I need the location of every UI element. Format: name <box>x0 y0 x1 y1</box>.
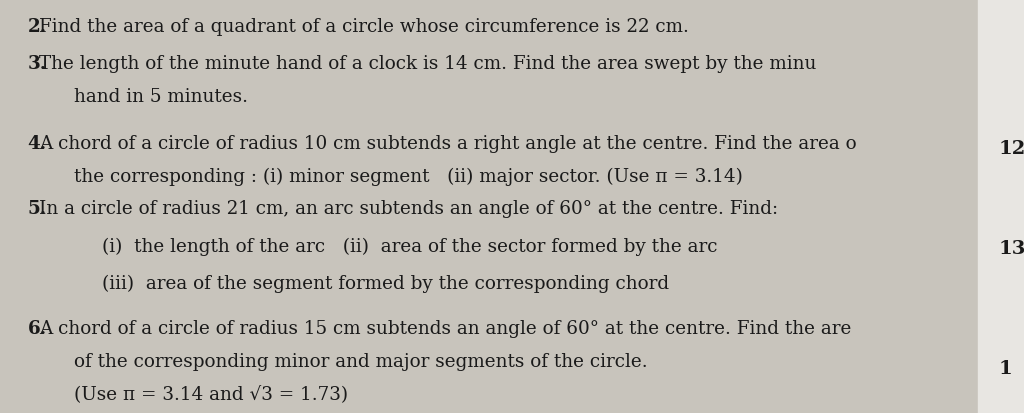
Text: In a circle of radius 21 cm, an arc subtends an angle of 60° at the centre. Find: In a circle of radius 21 cm, an arc subt… <box>39 199 778 218</box>
Text: (i)  the length of the arc   (ii)  area of the sector formed by the arc: (i) the length of the arc (ii) area of t… <box>102 237 718 256</box>
Text: (iii)  area of the segment formed by the corresponding chord: (iii) area of the segment formed by the … <box>102 274 670 292</box>
Text: (Use π = 3.14 and √3 = 1.73): (Use π = 3.14 and √3 = 1.73) <box>74 385 348 403</box>
Bar <box>978 0 1024 413</box>
Text: 1: 1 <box>998 359 1012 377</box>
Text: 3.: 3. <box>28 55 47 73</box>
Text: 4.: 4. <box>28 135 47 153</box>
Text: 12: 12 <box>998 140 1024 158</box>
Text: 6.: 6. <box>28 319 47 337</box>
Text: hand in 5 minutes.: hand in 5 minutes. <box>74 88 248 106</box>
Text: The length of the minute hand of a clock is 14 cm. Find the area swept by the mi: The length of the minute hand of a clock… <box>39 55 816 73</box>
Text: A chord of a circle of radius 15 cm subtends an angle of 60° at the centre. Find: A chord of a circle of radius 15 cm subt… <box>39 319 851 337</box>
Text: A chord of a circle of radius 10 cm subtends a right angle at the centre. Find t: A chord of a circle of radius 10 cm subt… <box>39 135 856 153</box>
Text: of the corresponding minor and major segments of the circle.: of the corresponding minor and major seg… <box>74 352 647 370</box>
Text: the corresponding : (i) minor segment   (ii) major sector. (Use π = 3.14): the corresponding : (i) minor segment (i… <box>74 168 742 186</box>
Text: 2.: 2. <box>28 18 47 36</box>
Text: 13: 13 <box>998 240 1024 257</box>
Text: Find the area of a quadrant of a circle whose circumference is 22 cm.: Find the area of a quadrant of a circle … <box>39 18 689 36</box>
Text: 5.: 5. <box>28 199 47 218</box>
